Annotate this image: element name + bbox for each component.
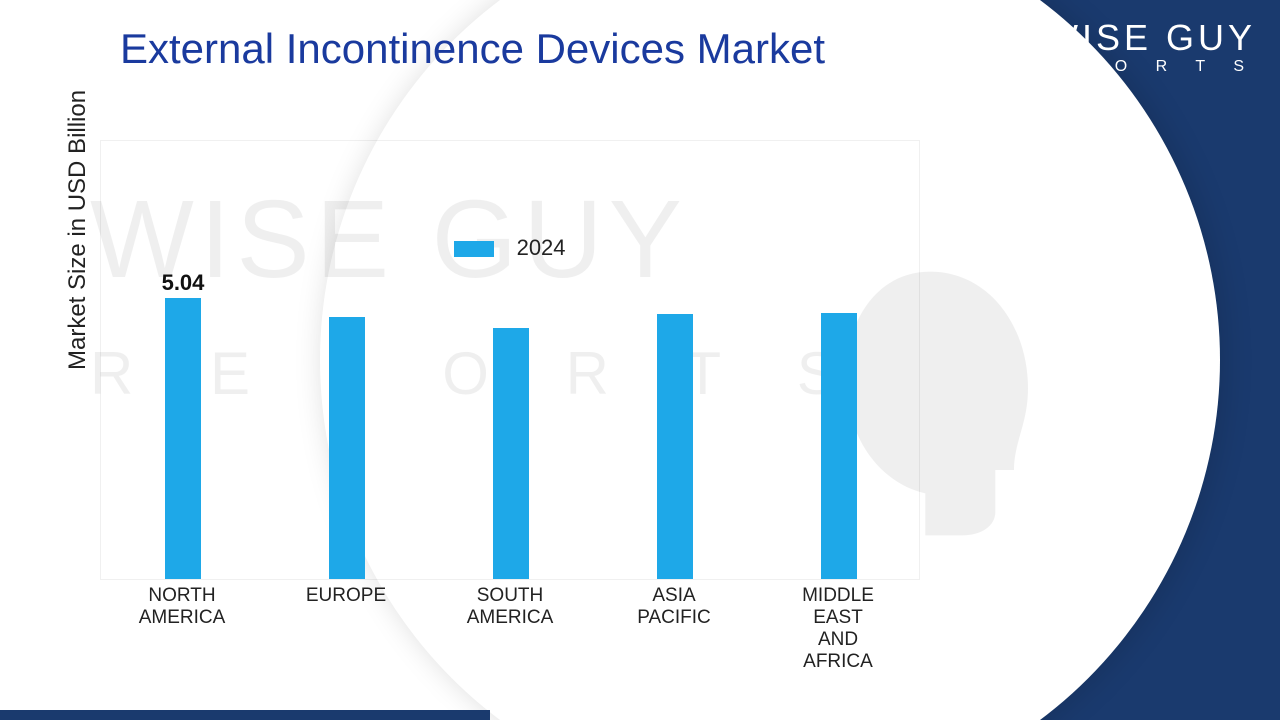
bar-rect (165, 298, 201, 579)
x-tick-label: ASIAPACIFIC (599, 585, 749, 629)
bar (329, 317, 365, 579)
bar (821, 313, 857, 579)
chart-title: External Incontinence Devices Market (120, 24, 825, 74)
x-tick-label: EUROPE (271, 585, 421, 607)
legend-label: 2024 (517, 235, 566, 260)
bar: 5.04 (165, 298, 201, 579)
y-axis-label: Market Size in USD Billion (64, 90, 92, 370)
legend: 2024 (100, 235, 920, 261)
bar-rect (493, 328, 529, 579)
chart-card: WISE GUY R E P O R T S External Incontin… (0, 0, 1280, 720)
bottom-stripe (0, 710, 490, 720)
bars-container: 5.04 (101, 141, 919, 579)
plot-area: 5.04 (100, 140, 920, 580)
bar-rect (657, 314, 693, 579)
brand-line1: WISE GUY (997, 20, 1256, 56)
x-tick-label: MIDDLEEASTANDAFRICA (763, 585, 913, 672)
bar-value-label: 5.04 (162, 270, 205, 298)
bar-rect (821, 313, 857, 579)
brand-logo: WISE GUY R E P O R T S (997, 20, 1256, 76)
brand-line2: R E P O R T S (997, 58, 1256, 76)
bar-rect (329, 317, 365, 579)
bar (493, 328, 529, 579)
x-tick-label: SOUTHAMERICA (435, 585, 585, 629)
bar (657, 314, 693, 579)
x-tick-label: NORTHAMERICA (107, 585, 257, 629)
legend-swatch (454, 241, 494, 257)
